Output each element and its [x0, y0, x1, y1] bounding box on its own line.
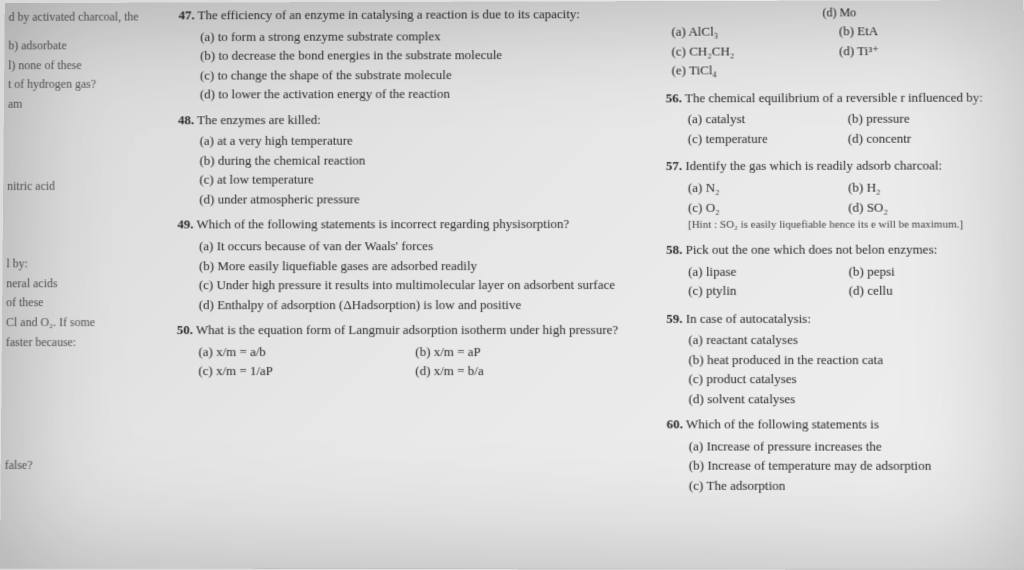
question-stem: 59. In case of autocatalysis:	[666, 309, 1016, 327]
partial-text: nitric acid	[7, 178, 163, 195]
option-d: (d) cellu	[849, 282, 1007, 300]
question-59: 59. In case of autocatalysis: (a) reacta…	[666, 309, 1017, 407]
option-a: (a) AlCl₃	[671, 23, 835, 41]
question-50: 50. What is the equation form of Langmui…	[176, 321, 644, 382]
option-d: (d) under atmospheric pressure	[199, 190, 644, 208]
hint-text: [Hint : SO₂ is easily liquefiable hence …	[666, 218, 1016, 233]
option-d: (d) Ti³⁺	[839, 42, 1004, 60]
question-text: Pick out the one which does not belon en…	[686, 242, 938, 257]
question-number: 59.	[666, 311, 682, 326]
partial-text: neral acids	[6, 275, 162, 292]
option-c: (c) CH₂CH₂	[672, 42, 836, 60]
option-c: (c) O₂	[688, 198, 845, 216]
option-b: (b) H₂	[848, 179, 1005, 197]
left-cutoff-column: d by activated charcoal, the b) adsorbat…	[1, 3, 168, 483]
partial-text: faster because:	[6, 334, 162, 351]
question-stem: 56. The chemical equilibrium of a revers…	[666, 88, 1015, 106]
question-text: The enzymes are killed:	[197, 112, 321, 127]
question-stem: 47. The efficiency of an enzyme in catal…	[179, 5, 644, 24]
option-c: (c) x/m = 1/aP	[198, 362, 412, 380]
question-number: 57.	[666, 159, 682, 174]
option-b: (b) x/m = aP	[415, 343, 629, 361]
partial-text: t of hydrogen gas?	[8, 76, 163, 93]
option-c: (c) temperature	[688, 130, 845, 148]
textbook-page: d by activated charcoal, the b) adsorbat…	[0, 0, 1024, 570]
option-a: (a) reactant catalyses	[688, 331, 1016, 349]
option-d: (d) SO₂	[848, 198, 1005, 216]
question-text: Identify the gas which is readily adsorb…	[685, 158, 942, 173]
option-b: (b) during the chemical reaction	[200, 151, 644, 169]
partial-text: d by activated charcoal, the	[9, 9, 164, 26]
question-stem: 49. Which of the following statements is…	[177, 215, 644, 233]
option-b: (b) pressure	[848, 110, 1005, 128]
question-48: 48. The enzymes are killed: (a) at a ver…	[177, 110, 643, 208]
option-d: (d) to lower the activation energy of th…	[200, 85, 644, 103]
option-d: (d) Enthalpy of adsorption (ΔHadsorption…	[199, 296, 644, 314]
question-number: 58.	[666, 242, 682, 257]
partial-text: of these	[6, 295, 162, 312]
option-d: (d) x/m = b/a	[415, 362, 629, 380]
option-b: (b) More easily liquefiable gases are ad…	[199, 256, 644, 274]
option-a: (a) at a very high temperature	[200, 132, 644, 150]
partial-text: l) none of these	[8, 57, 163, 74]
option-a: (a) catalyst	[688, 110, 845, 128]
option-c: (c) product catalyses	[689, 370, 1018, 388]
question-text: In case of autocatalysis:	[686, 310, 811, 325]
previous-option: (d) Mo	[665, 4, 1013, 21]
option-b: (b) pepsi	[849, 262, 1007, 280]
option-b: (b) EtA	[839, 22, 1004, 40]
option-c: (c) Under high pressure it results into …	[199, 276, 644, 294]
option-a: (a) lipase	[688, 262, 845, 280]
partial-text: l by:	[6, 255, 162, 272]
question-text: What is the equation form of Langmuir ad…	[196, 322, 618, 337]
question-text: Which of the following statements is inc…	[196, 217, 569, 232]
question-number: 50.	[177, 322, 193, 337]
option-a: (a) x/m = a/b	[198, 343, 412, 361]
question-49: 49. Which of the following statements is…	[177, 215, 644, 313]
option-d: (d) solvent catalyses	[689, 390, 1018, 408]
option-c: (c) The adsorption	[689, 477, 1018, 495]
question-stem: 57. Identify the gas which is readily ad…	[666, 157, 1015, 175]
question-stem: 58. Pick out the one which does not belo…	[666, 241, 1016, 259]
right-column: (d) Mo (a) AlCl₃ (b) EtA (c) CH₂CH₂ (d) …	[659, 0, 1024, 507]
question-number: 56.	[666, 90, 682, 105]
partial-text: false?	[5, 457, 161, 474]
question-number: 47.	[179, 7, 195, 22]
question-text: The chemical equilibrium of a reversible…	[685, 90, 983, 106]
option-c: (c) at low temperature	[199, 170, 643, 188]
question-58: 58. Pick out the one which does not belo…	[666, 241, 1016, 302]
middle-column: 47. The efficiency of an enzyme in catal…	[170, 1, 650, 394]
option-a: (a) N₂	[688, 179, 845, 197]
question-56: 56. The chemical equilibrium of a revers…	[666, 88, 1015, 149]
option-a: (a) to form a strong enzyme substrate co…	[200, 26, 643, 45]
option-d: (d) concentr	[848, 129, 1005, 147]
option-e: (e) TiCl₄	[672, 61, 836, 79]
question-number: 49.	[177, 217, 193, 232]
option-c: (c) ptylin	[688, 282, 845, 300]
partial-text: b) adsorbate	[8, 37, 163, 54]
option-a: (a) Increase of pressure increases the	[689, 437, 1018, 455]
question-number: 48.	[178, 112, 194, 127]
option-a: (a) It occurs because of van der Waals' …	[199, 237, 644, 255]
option-b: (b) heat produced in the reaction cata	[688, 351, 1016, 369]
question-text: Which of the following statements is	[686, 417, 879, 432]
question-stem: 50. What is the equation form of Langmui…	[177, 321, 645, 339]
option-b: (b) Increase of temperature may de adsor…	[689, 457, 1018, 475]
question-stem: 48. The enzymes are killed:	[178, 110, 644, 128]
question-55-partial: (d) Mo (a) AlCl₃ (b) EtA (c) CH₂CH₂ (d) …	[665, 4, 1014, 81]
question-number: 60.	[667, 417, 683, 432]
question-text: The efficiency of an enzyme in catalysin…	[198, 6, 580, 22]
question-57: 57. Identify the gas which is readily ad…	[666, 157, 1016, 233]
option-b: (b) to decrease the bond energies in the…	[200, 46, 644, 65]
partial-text: Cl and O₂. If some	[6, 314, 162, 331]
question-stem: 60. Which of the following statements is	[667, 416, 1018, 434]
question-60: 60. Which of the following statements is…	[667, 416, 1018, 495]
partial-text: am	[8, 96, 163, 113]
question-47: 47. The efficiency of an enzyme in catal…	[178, 5, 644, 103]
option-c: (c) to change the shape of the substrate…	[200, 65, 644, 83]
